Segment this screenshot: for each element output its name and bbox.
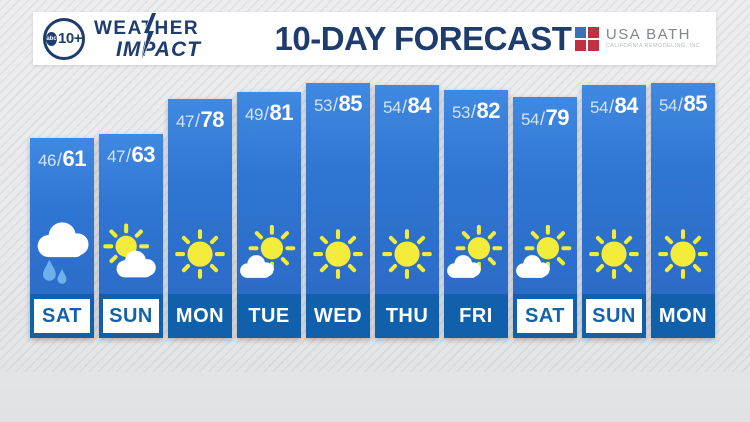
sunny-icon (306, 220, 370, 292)
temp-separator: / (677, 95, 683, 115)
day-temps: 54 / 84 (375, 93, 439, 119)
forecast-day-column: 49 / 81 TUE (237, 92, 301, 338)
day-label: THU (385, 304, 429, 327)
day-label-band: WED (306, 294, 370, 338)
sponsor-logo: USA BATH CALIFORNIA REMODELING, INC. (574, 12, 702, 65)
high-temp: 61 (62, 146, 86, 171)
high-temp: 78 (200, 107, 224, 132)
sunny-icon (168, 220, 232, 292)
day-temps: 53 / 82 (444, 98, 508, 124)
day-label: SAT (34, 299, 90, 333)
day-label: MON (175, 304, 225, 327)
sunny-icon (375, 220, 439, 292)
temp-separator: / (194, 111, 200, 131)
day-label-band: SUN (99, 294, 163, 338)
low-temp: 54 (590, 98, 608, 117)
day-temps: 53 / 85 (306, 91, 370, 117)
forecast-day-column: 54 / 79 SAT (513, 97, 577, 338)
low-temp: 47 (176, 112, 194, 131)
abc10-logo: abc 10+ (43, 17, 85, 60)
impact-wordmark: IMPACT (116, 38, 201, 61)
high-temp: 63 (131, 142, 155, 167)
sunny-icon (582, 220, 646, 292)
partly-cloudy-icon (99, 220, 163, 292)
day-temps: 54 / 79 (513, 105, 577, 131)
sunny-icon (651, 220, 715, 292)
day-label: SUN (586, 299, 642, 333)
forecast-day-column: 47 / 78 MON (168, 99, 232, 338)
high-temp: 84 (614, 93, 638, 118)
high-temp: 85 (338, 91, 362, 116)
mostly-sunny-icon (444, 220, 508, 292)
high-temp: 85 (683, 91, 707, 116)
day-label: TUE (248, 304, 290, 327)
day-temps: 47 / 63 (99, 142, 163, 168)
day-label-band: MON (168, 294, 232, 338)
forecast-day-column: 53 / 85 WED (306, 83, 370, 338)
day-label: WED (313, 304, 363, 327)
day-label-band: FRI (444, 294, 508, 338)
forecast-day-column: 53 / 82 FRI (444, 90, 508, 338)
forecast-day-column: 54 / 84 THU (375, 85, 439, 338)
sponsor-square (574, 26, 586, 38)
abc-disc: abc (46, 31, 58, 46)
header-bar: abc 10+ WEATHER IMPACT 10-DAY FORECAST U… (33, 12, 716, 65)
sponsor-squares-icon (574, 26, 599, 51)
day-label-band: SUN (582, 294, 646, 338)
page-title: 10-DAY FORECAST (274, 19, 572, 57)
day-label-band: SAT (30, 294, 94, 338)
forecast-day-column: 54 / 84 SUN (582, 85, 646, 338)
mostly-sunny-icon (513, 220, 577, 292)
high-temp: 81 (269, 100, 293, 125)
temp-separator: / (125, 146, 131, 166)
low-temp: 53 (314, 96, 332, 115)
low-temp: 49 (245, 105, 263, 124)
day-temps: 47 / 78 (168, 107, 232, 133)
day-label-band: SAT (513, 294, 577, 338)
day-temps: 49 / 81 (237, 100, 301, 126)
day-label-band: THU (375, 294, 439, 338)
sponsor-square (587, 39, 599, 51)
sponsor-square (587, 26, 599, 38)
forecast-day-column: 46 / 61 SAT (30, 138, 94, 338)
sponsor-square (574, 39, 586, 51)
mostly-sunny-icon (237, 220, 301, 292)
day-label: MON (658, 304, 708, 327)
forecast-day-column: 47 / 63 SUN (99, 134, 163, 338)
sponsor-name: USA BATH (605, 26, 691, 44)
high-temp: 82 (476, 98, 500, 123)
temp-separator: / (539, 109, 545, 129)
rain-icon (30, 220, 94, 292)
day-label-band: TUE (237, 294, 301, 338)
temp-separator: / (332, 95, 338, 115)
temp-separator: / (263, 104, 269, 124)
temp-separator: / (608, 97, 614, 117)
low-temp: 54 (383, 98, 401, 117)
high-temp: 84 (407, 93, 431, 118)
day-label: SUN (103, 299, 159, 333)
day-temps: 46 / 61 (30, 146, 94, 172)
low-temp: 47 (107, 147, 125, 166)
temp-separator: / (56, 150, 62, 170)
abc-number: 10+ (58, 30, 82, 47)
sponsor-tagline: CALIFORNIA REMODELING, INC. (605, 43, 702, 50)
temp-separator: / (470, 102, 476, 122)
temp-separator: / (401, 97, 407, 117)
low-temp: 54 (521, 110, 539, 129)
low-temp: 53 (452, 103, 470, 122)
forecast-day-column: 54 / 85 MON (651, 83, 715, 338)
sponsor-text: USA BATH CALIFORNIA REMODELING, INC. (606, 27, 702, 50)
day-temps: 54 / 85 (651, 91, 715, 117)
day-label: FRI (459, 304, 493, 327)
low-temp: 54 (659, 96, 677, 115)
high-temp: 79 (545, 105, 569, 130)
day-label: SAT (517, 299, 573, 333)
day-temps: 54 / 84 (582, 93, 646, 119)
low-temp: 46 (38, 151, 56, 170)
day-label-band: MON (651, 294, 715, 338)
